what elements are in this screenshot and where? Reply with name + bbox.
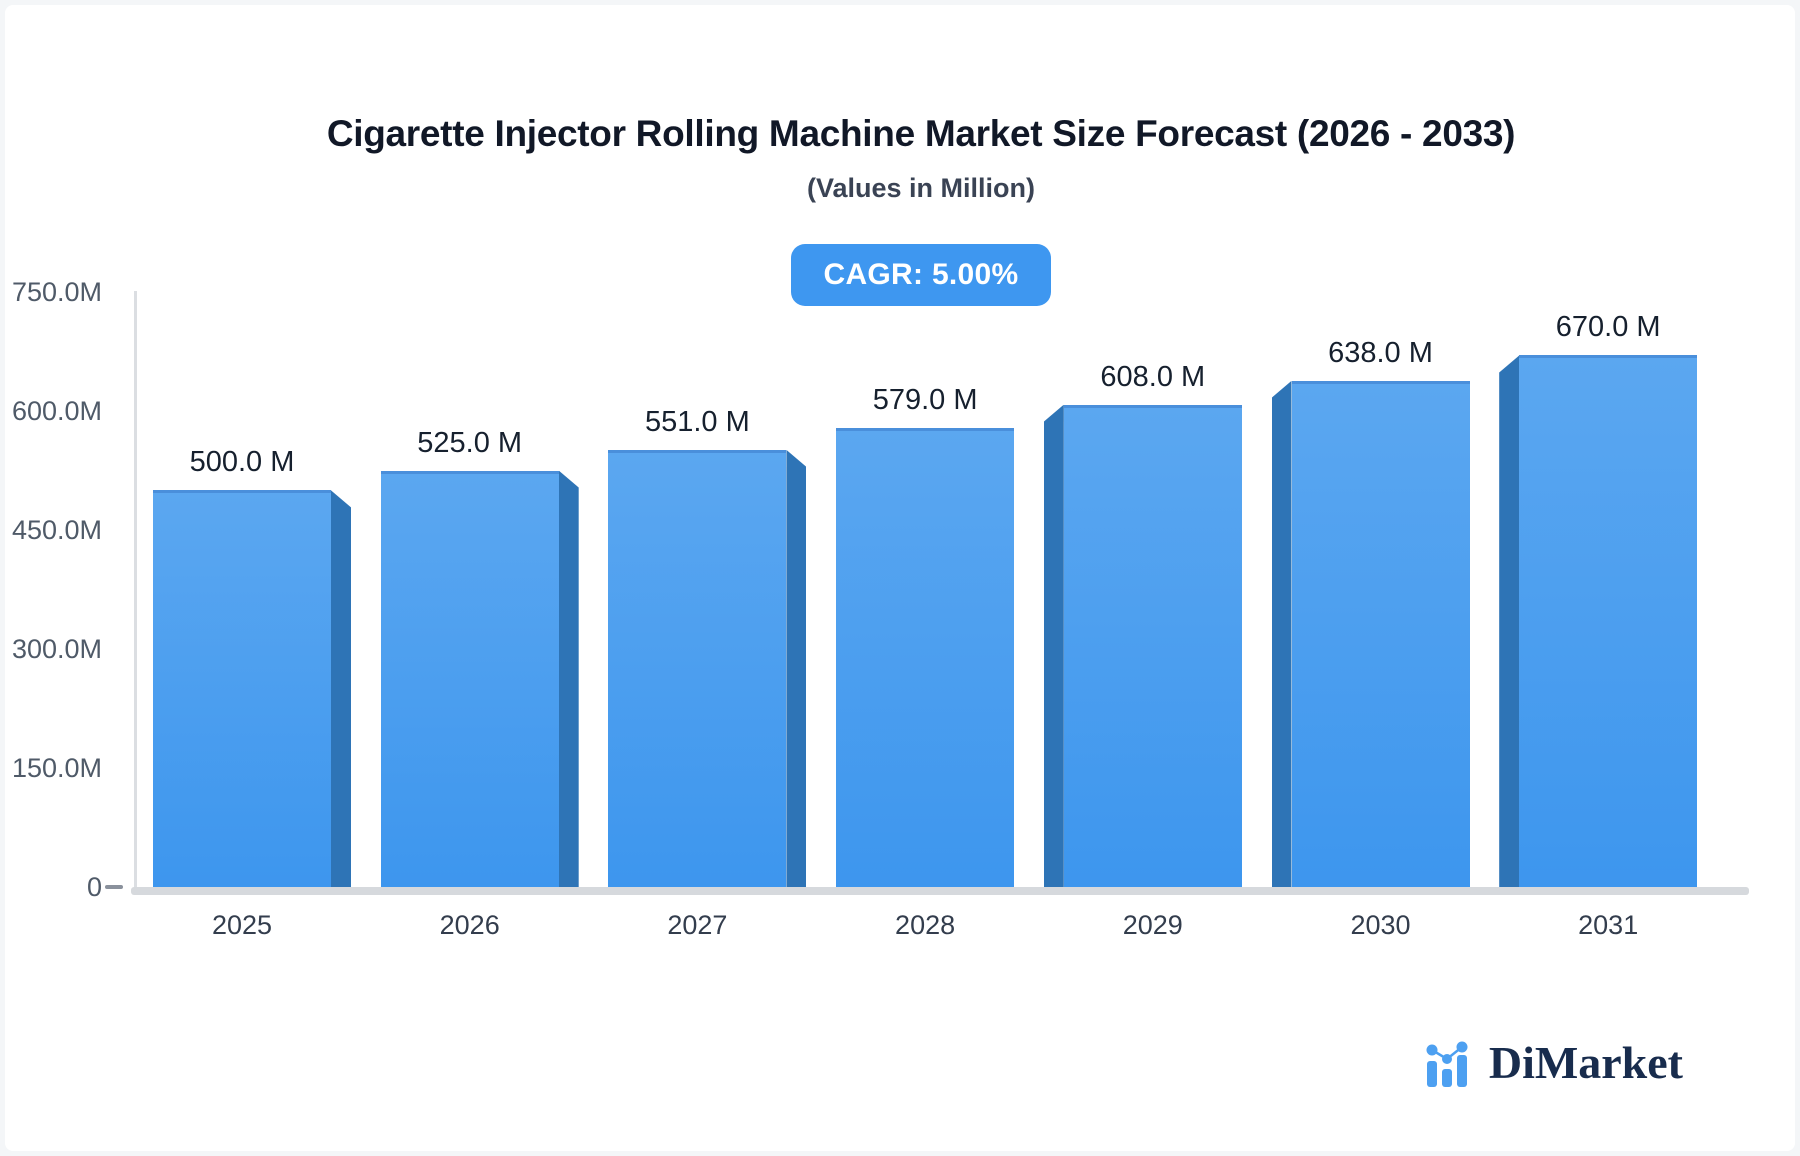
chart-title: Cigarette Injector Rolling Machine Marke… bbox=[326, 113, 1516, 154]
bar-value-label: 551.0 M bbox=[644, 405, 750, 438]
y-axis-tick-label: 150.0M bbox=[11, 753, 102, 783]
bar-2029 bbox=[1063, 404, 1242, 888]
bar-value-label: 500.0 M bbox=[189, 446, 295, 479]
bar-2026 bbox=[380, 470, 559, 888]
bar-2029-3d-side bbox=[1043, 404, 1064, 888]
y-axis-tick-label: 750.0M bbox=[11, 277, 102, 307]
bar-value-label: 638.0 M bbox=[1328, 336, 1433, 369]
bar-chart-sparkline-logo-icon bbox=[1426, 1041, 1468, 1087]
x-axis-label-2029: 2029 bbox=[1122, 910, 1183, 940]
bar-2026-3d-side bbox=[558, 470, 579, 888]
cagr-badge: CAGR: 5.00% bbox=[791, 244, 1051, 306]
cagr-badge-row: CAGR: 5.00% bbox=[47, 244, 1795, 306]
bar-value-label: 670.0 M bbox=[1555, 311, 1661, 344]
x-axis-label-2031: 2031 bbox=[1578, 910, 1639, 940]
bar-value-label: 608.0 M bbox=[1100, 360, 1206, 393]
bar-2027 bbox=[608, 449, 787, 888]
x-axis-label-2026: 2026 bbox=[439, 910, 500, 940]
y-axis-tick-label: 0 bbox=[86, 872, 102, 902]
chart-card: Cigarette Injector Rolling Machine Marke… bbox=[5, 5, 1795, 1151]
bar-2025-3d-side bbox=[331, 490, 351, 888]
bar-chart: 750.0M 600.0M 450.0M 300.0M 150.0M 0 500.0 M 20… bbox=[5, 5, 1795, 1151]
bar-2030 bbox=[1291, 380, 1470, 888]
y-axis-tick-label: 600.0M bbox=[11, 396, 102, 426]
bar-value-label: 525.0 M bbox=[417, 426, 523, 459]
chart-subtitle: (Values in Million) bbox=[806, 173, 1036, 203]
x-axis-label-2025: 2025 bbox=[211, 910, 273, 940]
bar-2027-3d-side bbox=[786, 449, 807, 888]
bar-2031 bbox=[1519, 355, 1698, 888]
dimarket-logo: DiMarket bbox=[1425, 1037, 1683, 1089]
x-axis-label-2027: 2027 bbox=[667, 910, 728, 940]
bar-2025 bbox=[153, 490, 331, 888]
bar-value-label: 579.0 M bbox=[872, 383, 978, 416]
bar-2028 bbox=[836, 427, 1015, 888]
zero-tick-mark bbox=[105, 885, 123, 889]
x-axis-baseline bbox=[131, 887, 1749, 895]
x-axis-label-2028: 2028 bbox=[895, 910, 956, 940]
y-axis-tick-label: 450.0M bbox=[11, 515, 102, 545]
x-axis-label-2030: 2030 bbox=[1350, 910, 1411, 940]
logo-brand-text: DiMarket bbox=[1488, 1037, 1683, 1088]
bar-2030-3d-side bbox=[1271, 380, 1292, 888]
y-axis-tick-label: 300.0M bbox=[11, 634, 102, 664]
y-axis-line bbox=[134, 291, 137, 889]
chart-header: Cigarette Injector Rolling Machine Marke… bbox=[5, 5, 1795, 306]
bar-2031-3d-side bbox=[1499, 355, 1520, 888]
